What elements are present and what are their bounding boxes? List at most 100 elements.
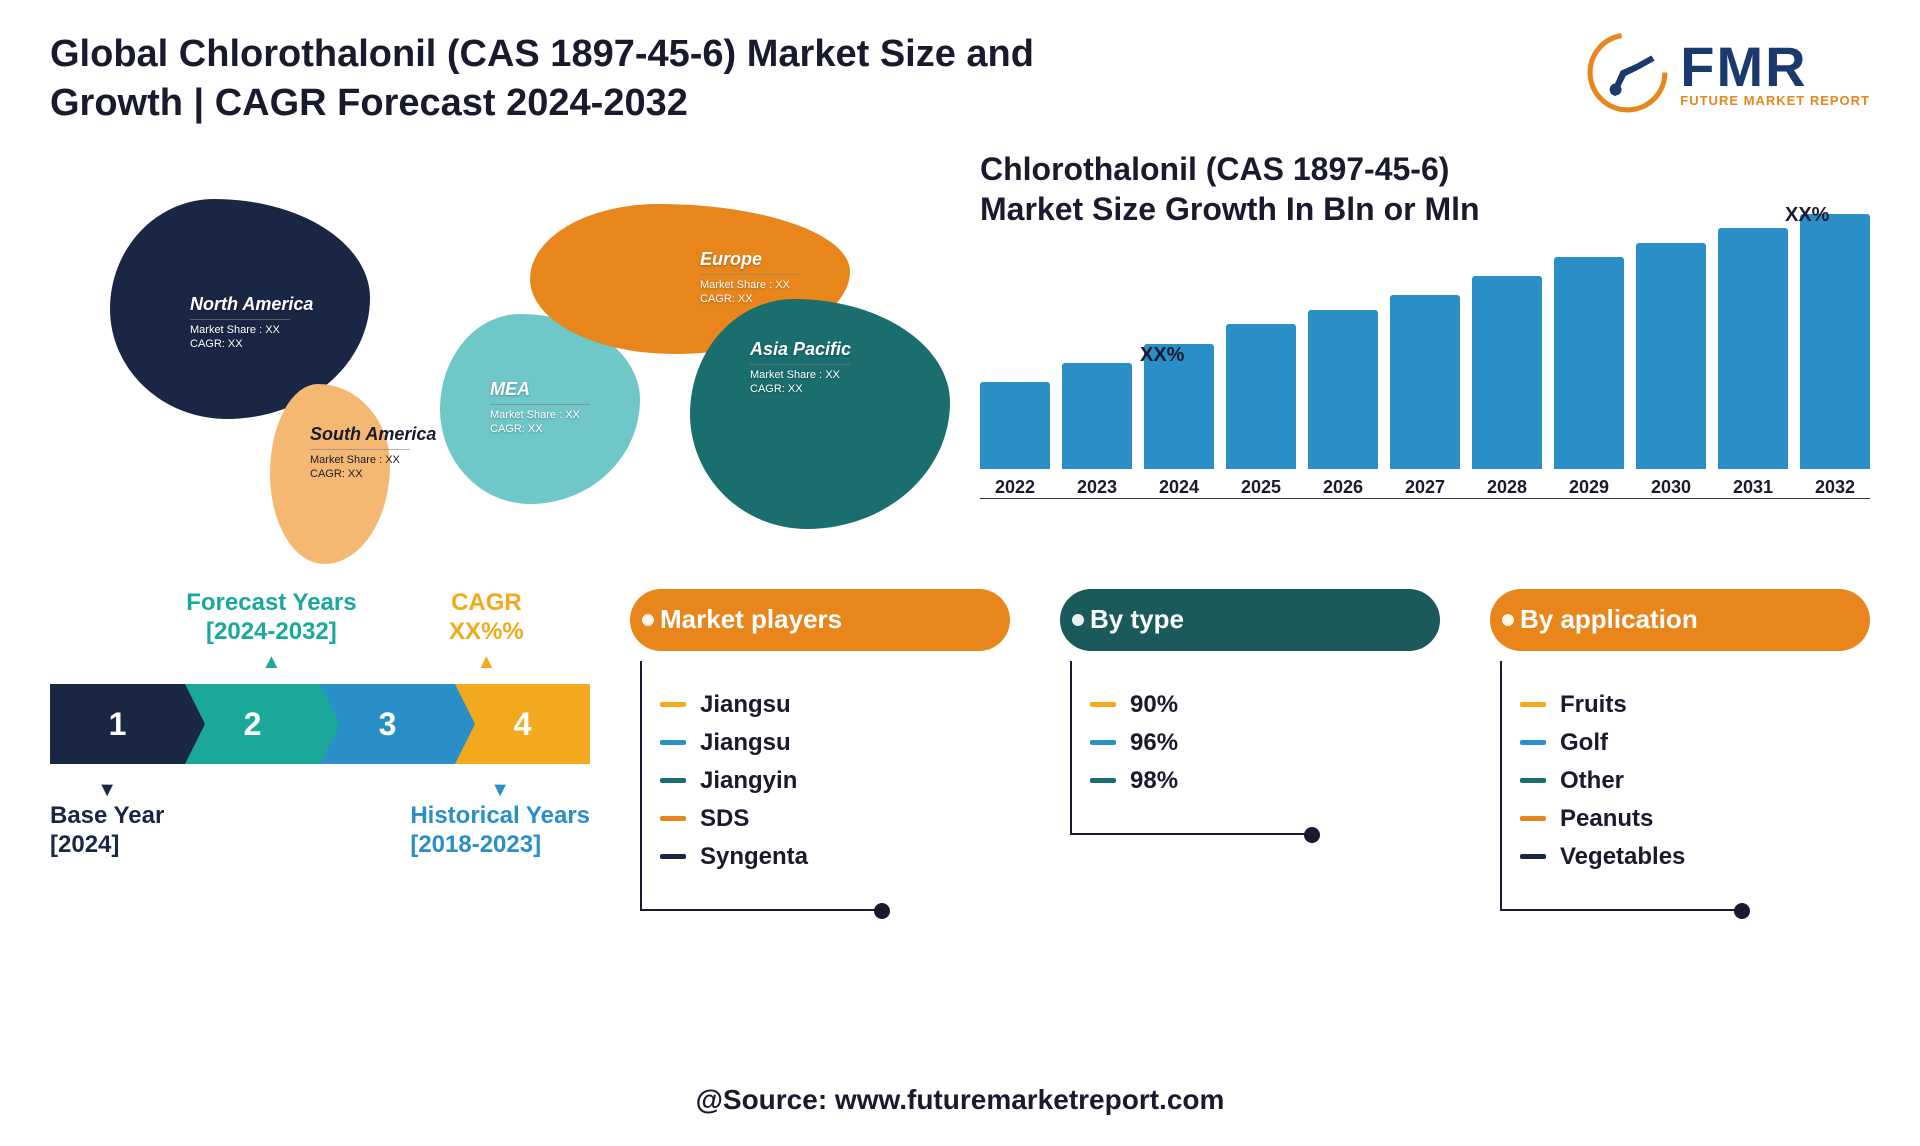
color-marker-icon [1090, 778, 1116, 783]
bar [1062, 363, 1132, 469]
bar-column: 2027 [1390, 295, 1460, 497]
bar-column: 2030 [1636, 243, 1706, 498]
list-item-label: Jiangsu [700, 691, 791, 719]
chart-title: Chlorothalonil (CAS 1897-45-6) Market Si… [980, 149, 1500, 229]
color-marker-icon [1520, 816, 1546, 821]
list-item-label: 98% [1130, 767, 1178, 795]
color-marker-icon [1090, 702, 1116, 707]
bar-column: 2031 [1718, 228, 1788, 498]
timeline-segment: 4 [455, 684, 590, 764]
bar [1718, 228, 1788, 469]
list-item: Peanuts [1520, 805, 1850, 833]
bar [1308, 310, 1378, 469]
chart-annotation: XX% [1785, 204, 1829, 227]
list-item: Jiangyin [660, 767, 990, 795]
color-marker-icon [1520, 702, 1546, 707]
region-label: MEAMarket Share : XXCAGR: XX [490, 379, 590, 435]
bar [1390, 295, 1460, 468]
bar-column: 2028 [1472, 276, 1542, 498]
bar-x-label: 2030 [1651, 477, 1691, 498]
page-title: Global Chlorothalonil (CAS 1897-45-6) Ma… [50, 30, 1050, 129]
bar-chart: Chlorothalonil (CAS 1897-45-6) Market Si… [980, 149, 1870, 559]
bar [980, 382, 1050, 469]
timeline-segment: 1 [50, 684, 185, 764]
list-item: Jiangsu [660, 691, 990, 719]
list-item-label: 96% [1130, 729, 1178, 757]
bar-x-label: 2028 [1487, 477, 1527, 498]
bar-column: 2029 [1554, 257, 1624, 498]
category-list: 90% 96% 98% [1060, 671, 1440, 835]
bar-column: 2025 [1226, 324, 1296, 497]
list-item: 96% [1090, 729, 1420, 757]
decorative-hook-icon [1734, 903, 1750, 919]
list-item: Golf [1520, 729, 1850, 757]
color-marker-icon [1520, 778, 1546, 783]
list-item: Syngenta [660, 843, 990, 871]
region-label: Asia PacificMarket Share : XXCAGR: XX [750, 339, 851, 395]
category-box: Market players Jiangsu Jiangsu Jiangyin SDS S… [630, 589, 1010, 911]
region-label: South AmericaMarket Share : XXCAGR: XX [310, 424, 436, 480]
list-item: Jiangsu [660, 729, 990, 757]
list-item-label: Fruits [1560, 691, 1627, 719]
bar-column: 2032 [1800, 214, 1870, 498]
world-map: North AmericaMarket Share : XXCAGR: XX So… [50, 149, 950, 549]
bar-x-label: 2031 [1733, 477, 1773, 498]
category-header: By application [1490, 589, 1870, 651]
bar-x-label: 2026 [1323, 477, 1363, 498]
list-item: 98% [1090, 767, 1420, 795]
bar-column: 2026 [1308, 310, 1378, 498]
color-marker-icon [1520, 740, 1546, 745]
color-marker-icon [1090, 740, 1116, 745]
source-text: @Source: www.futuremarketreport.com [696, 1084, 1225, 1116]
timeline-label-top: Forecast Years[2024-2032]▲ [186, 589, 356, 675]
region-label: EuropeMarket Share : XXCAGR: XX [700, 249, 800, 305]
color-marker-icon [660, 740, 686, 745]
category-list: Jiangsu Jiangsu Jiangyin SDS Syngenta [630, 671, 1010, 911]
list-item-label: Jiangsu [700, 729, 791, 757]
list-item: Fruits [1520, 691, 1850, 719]
list-item-label: Other [1560, 767, 1624, 795]
list-item-label: Peanuts [1560, 805, 1653, 833]
list-item-label: Jiangyin [700, 767, 797, 795]
bar-x-label: 2032 [1815, 477, 1855, 498]
list-item: 90% [1090, 691, 1420, 719]
timeline-label-bottom: ▼Historical Years[2018-2023] [410, 774, 590, 860]
list-item-label: SDS [700, 805, 749, 833]
bar-x-label: 2027 [1405, 477, 1445, 498]
color-marker-icon [660, 854, 686, 859]
color-marker-icon [660, 778, 686, 783]
region-label: North AmericaMarket Share : XXCAGR: XX [190, 294, 313, 350]
bar [1554, 257, 1624, 469]
list-item: SDS [660, 805, 990, 833]
bar-x-label: 2029 [1569, 477, 1609, 498]
category-header: By type [1060, 589, 1440, 651]
timeline-segment: 3 [320, 684, 455, 764]
bar [1226, 324, 1296, 468]
bar-x-label: 2025 [1241, 477, 1281, 498]
logo-text-fmr: FMR [1680, 42, 1870, 92]
bar-column: 2022 [980, 382, 1050, 498]
list-item: Vegetables [1520, 843, 1850, 871]
decorative-hook-icon [874, 903, 890, 919]
bar-x-label: 2022 [995, 477, 1035, 498]
telescope-icon [1585, 30, 1670, 120]
timeline-label-bottom: ▼Base Year[2024] [50, 774, 164, 860]
color-marker-icon [1520, 854, 1546, 859]
color-marker-icon [660, 702, 686, 707]
list-item-label: Vegetables [1560, 843, 1685, 871]
bar-column: 2023 [1062, 363, 1132, 498]
color-marker-icon [660, 816, 686, 821]
bar-x-label: 2023 [1077, 477, 1117, 498]
list-item-label: 90% [1130, 691, 1178, 719]
list-item: Other [1520, 767, 1850, 795]
category-header: Market players [630, 589, 1010, 651]
fmr-logo: FMR FUTURE MARKET REPORT [1585, 30, 1870, 120]
timeline: Forecast Years[2024-2032]▲CAGRXX%%▲ 1234… [50, 589, 590, 860]
logo-text-sub: FUTURE MARKET REPORT [1680, 93, 1870, 108]
category-list: Fruits Golf Other Peanuts Vegetables [1490, 671, 1870, 911]
list-item-label: Syngenta [700, 843, 808, 871]
decorative-hook-icon [1304, 827, 1320, 843]
category-box: By application Fruits Golf Other Peanuts Vege… [1490, 589, 1870, 911]
timeline-segment: 2 [185, 684, 320, 764]
category-box: By type 90% 96% 98% [1060, 589, 1440, 911]
